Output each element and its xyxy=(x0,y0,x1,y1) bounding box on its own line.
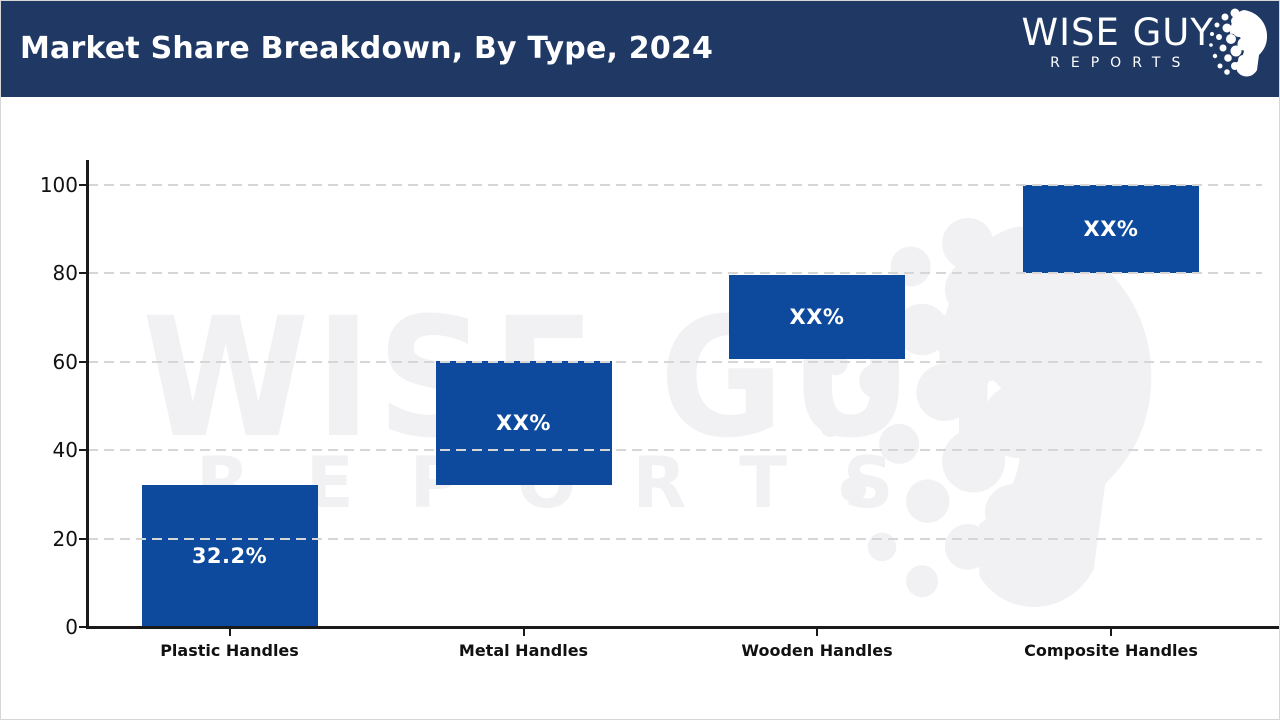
x-category-label-composite-handles: Composite Handles xyxy=(1024,641,1198,660)
y-tick-60 xyxy=(79,360,88,363)
y-tick-label-40: 40 xyxy=(52,438,78,463)
y-tick-80 xyxy=(79,272,88,275)
x-tick-composite-handles xyxy=(1110,627,1112,636)
brand-name: WISE GUY xyxy=(1021,11,1214,55)
y-tick-label-20: 20 xyxy=(52,526,78,551)
x-axis xyxy=(86,626,1280,629)
brand-subname: REPORTS xyxy=(1050,54,1192,71)
y-tick-label-0: 0 xyxy=(65,615,78,639)
brand-logo: WISE GUY REPORTS xyxy=(1022,4,1270,80)
x-tick-plastic-handles xyxy=(228,627,231,636)
bar-wooden-handles: XX% xyxy=(729,275,905,360)
page-title: Market Share Breakdown, By Type, 2024 xyxy=(20,31,714,66)
bar-value-label-metal-handles: XX% xyxy=(496,410,551,435)
y-tick-label-80: 80 xyxy=(52,261,78,286)
x-tick-wooden-handles xyxy=(816,627,818,636)
gridline-80 xyxy=(88,272,1262,275)
bar-value-label-plastic-handles: 32.2% xyxy=(191,543,268,568)
bar-composite-handles: XX% xyxy=(1023,185,1199,274)
y-tick-label-60: 60 xyxy=(52,349,78,374)
gridline-60 xyxy=(88,360,1262,363)
x-category-label-plastic-handles: Plastic Handles xyxy=(160,641,299,660)
gridline-100 xyxy=(88,184,1262,186)
y-axis xyxy=(86,160,89,629)
x-category-label-wooden-handles: Wooden Handles xyxy=(741,641,893,660)
y-tick-40 xyxy=(79,449,88,452)
gridline-20 xyxy=(88,537,1262,540)
header-bar: Market Share Breakdown, By Type, 2024 WI… xyxy=(0,0,1280,97)
y-tick-100 xyxy=(79,184,88,186)
bar-value-label-composite-handles: XX% xyxy=(1083,217,1139,242)
x-tick-metal-handles xyxy=(522,627,525,636)
y-tick-20 xyxy=(79,537,88,540)
brand-head-icon xyxy=(1209,8,1268,77)
x-category-label-metal-handles: Metal Handles xyxy=(458,641,589,660)
bar-metal-handles: XX% xyxy=(435,360,612,485)
y-tick-label-100: 100 xyxy=(39,173,78,197)
gridline-40 xyxy=(88,449,1262,452)
brand-logo-text: WISE GUY REPORTS xyxy=(1021,11,1214,71)
bar-plastic-handles: 32.2% xyxy=(141,484,318,627)
bar-value-label-wooden-handles: XX% xyxy=(789,305,845,330)
y-tick-0 xyxy=(79,626,88,628)
